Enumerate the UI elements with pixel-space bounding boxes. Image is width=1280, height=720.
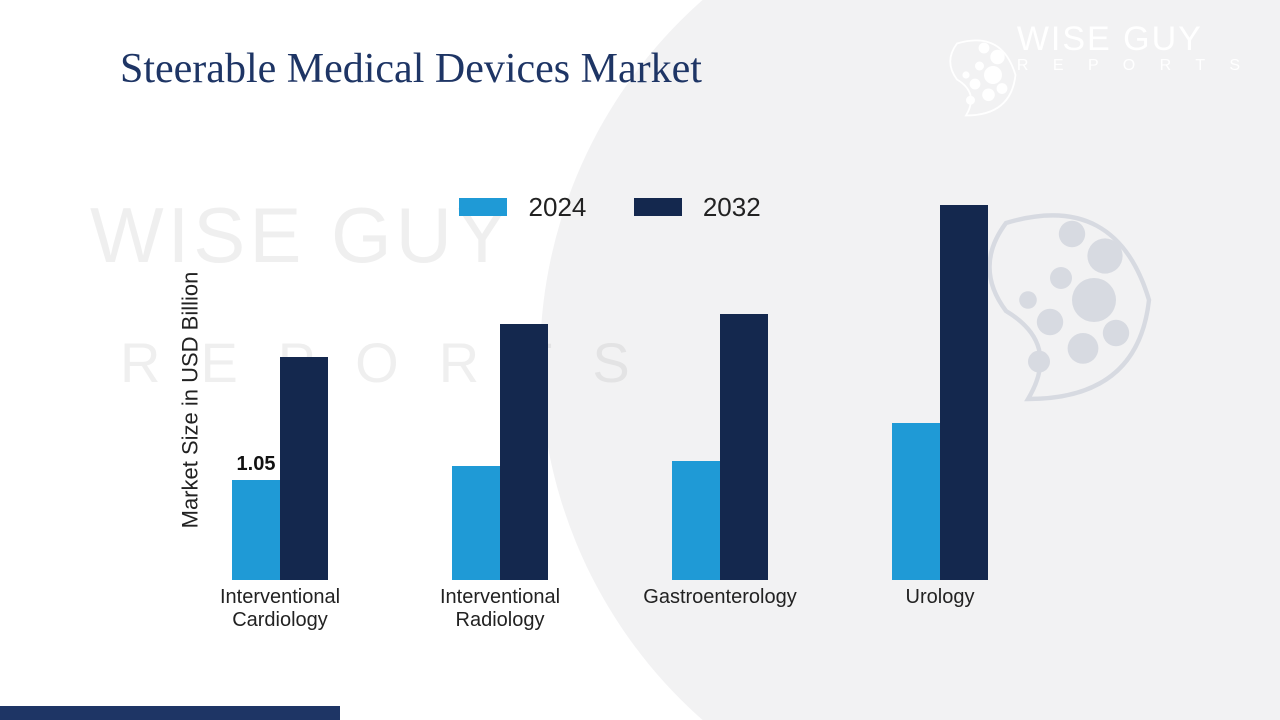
brand-logo: WISE GUY R E P O R T S (1017, 20, 1250, 75)
logo-head-icon (930, 30, 1020, 120)
x-axis-label: Gastroenterology (630, 580, 810, 609)
bar-2024 (892, 423, 940, 580)
x-axis-label: Interventional Cardiology (190, 580, 370, 632)
bar-2032 (500, 324, 548, 581)
bottom-accent-bar (0, 706, 340, 720)
bar-2032 (280, 357, 328, 580)
bar-group: Interventional Radiology (430, 200, 570, 580)
page-root: Steerable Medical Devices Market WISE GU… (0, 0, 1280, 720)
x-axis-label: Urology (850, 580, 1030, 609)
bar-2024 (452, 466, 500, 580)
bar-2024 (232, 480, 280, 580)
bar-group: Gastroenterology (650, 200, 790, 580)
bar-chart: Market Size in USD Billion 2024 2032 1.0… (80, 160, 1040, 640)
bar-group: 1.05Interventional Cardiology (210, 200, 350, 580)
x-axis-label: Interventional Radiology (410, 580, 590, 632)
logo-line1: WISE GUY (1017, 20, 1250, 59)
bar-2024 (672, 461, 720, 580)
chart-title: Steerable Medical Devices Market (120, 45, 702, 93)
bar-group: Urology (870, 200, 1010, 580)
logo-line2: R E P O R T S (1017, 57, 1250, 75)
bar-2032 (720, 314, 768, 580)
bar-value-label: 1.05 (237, 453, 276, 476)
bar-2032 (940, 205, 988, 580)
plot-area: 2024 2032 1.05Interventional CardiologyI… (150, 200, 1030, 580)
